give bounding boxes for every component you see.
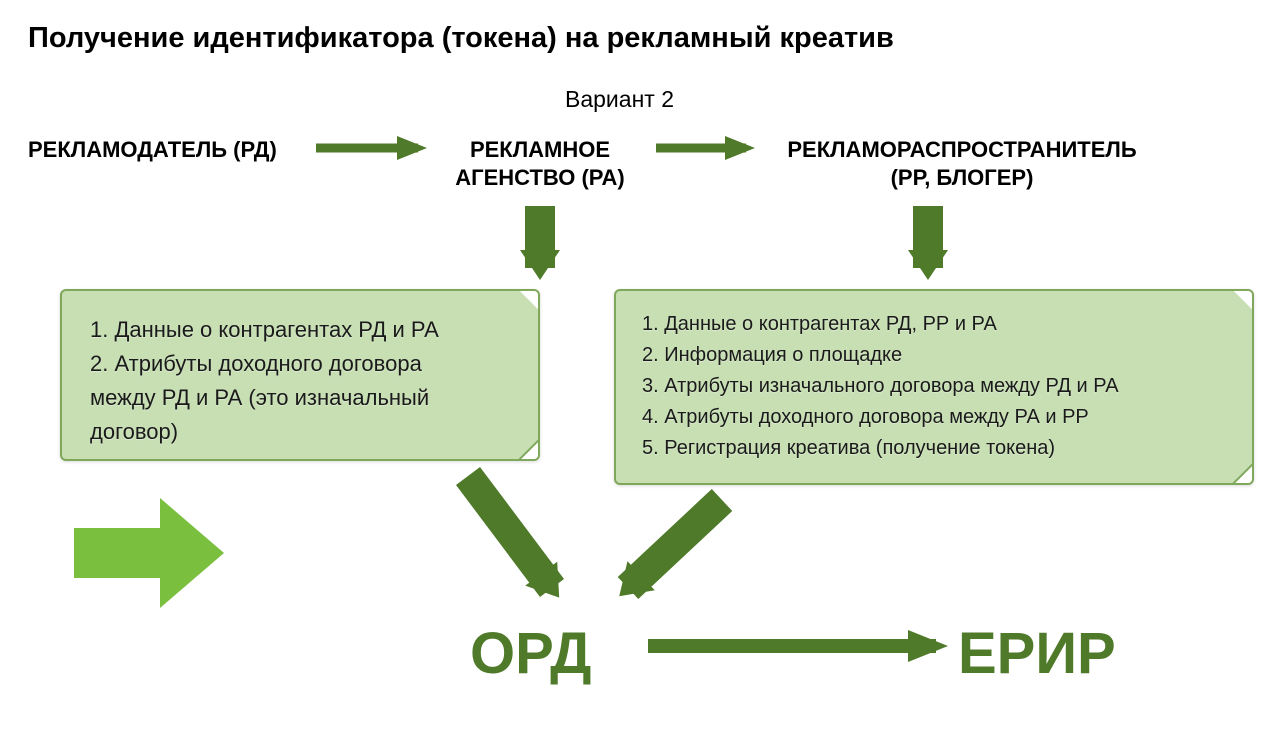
box-right-line-5: 5. Регистрация креатива (получение токен…	[642, 437, 1055, 459]
box-left-corner-tr	[517, 289, 540, 311]
box-right-line-1: 1. Данные о контрагентах РД, РР и РА	[642, 313, 997, 335]
box-left: 1. Данные о контрагентах РД и РА 2. Атри…	[60, 289, 540, 461]
page-title: Получение идентификатора (токена) на рек…	[28, 22, 894, 55]
box-right: 1. Данные о контрагентах РД, РР и РА 2. …	[614, 289, 1254, 485]
box-left-line-2: 2. Атрибуты доходного договора	[90, 351, 422, 376]
role-agency-line2: АГЕНСТВО (РА)	[455, 165, 625, 190]
box-right-text: 1. Данные о контрагентах РД, РР и РА 2. …	[642, 309, 1226, 464]
arrow-diag-left	[468, 476, 552, 588]
box-right-corner-tr	[1231, 289, 1254, 311]
box-left-line-4: договор)	[90, 419, 178, 444]
box-right-corner-br	[1231, 463, 1254, 485]
box-left-text: 1. Данные о контрагентах РД и РА 2. Атри…	[90, 313, 510, 449]
arrow-diag-right	[628, 500, 722, 588]
role-distributor-line2: (РР, БЛОГЕР)	[891, 165, 1034, 190]
box-left-corner-br	[517, 439, 540, 461]
box-left-line-3: между РД и РА (это изначальный	[90, 385, 429, 410]
side-arrow-icon	[74, 498, 224, 608]
role-distributor-line1: РЕКЛАМОРАСПРОСТРАНИТЕЛЬ	[787, 137, 1136, 162]
variant-subtitle: Вариант 2	[565, 86, 674, 113]
role-advertiser: РЕКЛАМОДАТЕЛЬ (РД)	[28, 136, 318, 164]
box-right-line-3: 3. Атрибуты изначального договора между …	[642, 375, 1119, 397]
role-agency: РЕКЛАМНОЕ АГЕНСТВО (РА)	[430, 136, 650, 191]
label-ord: ОРД	[470, 620, 591, 687]
role-agency-line1: РЕКЛАМНОЕ	[470, 137, 610, 162]
box-right-line-4: 4. Атрибуты доходного договора между РА …	[642, 406, 1089, 428]
label-erir: ЕРИР	[958, 620, 1116, 687]
box-right-line-2: 2. Информация о площадке	[642, 344, 902, 366]
box-left-line-1: 1. Данные о контрагентах РД и РА	[90, 317, 439, 342]
role-distributor: РЕКЛАМОРАСПРОСТРАНИТЕЛЬ (РР, БЛОГЕР)	[752, 136, 1172, 191]
role-advertiser-line1: РЕКЛАМОДАТЕЛЬ (РД)	[28, 137, 277, 162]
